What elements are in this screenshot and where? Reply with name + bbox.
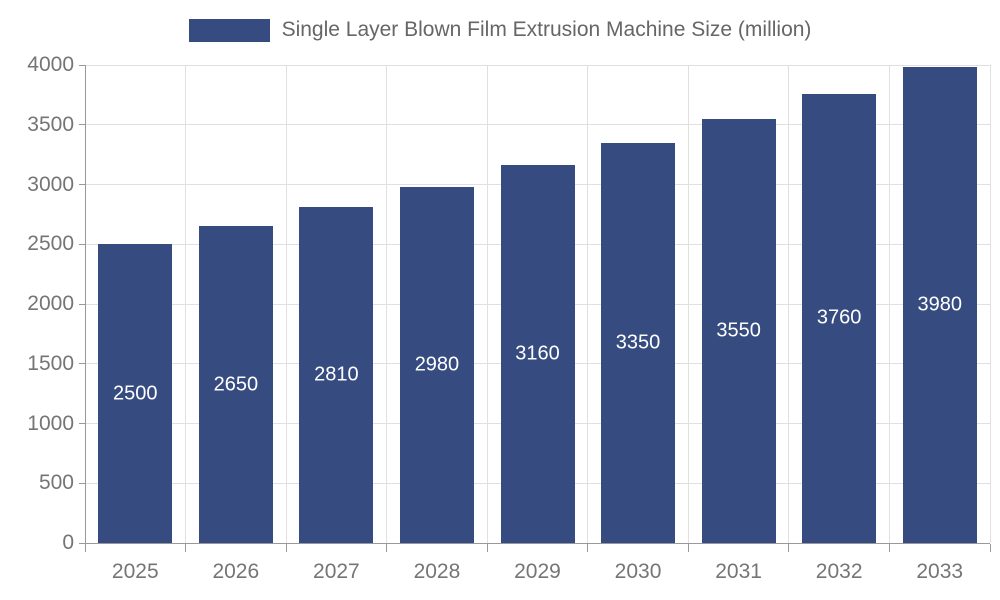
x-axis-label-2031: 2031 [715, 560, 762, 583]
x-axis-label-2029: 2029 [514, 560, 561, 583]
gridline-v-4 [486, 65, 488, 543]
y-axis-label-1500: 1500 [27, 351, 74, 375]
y-tick-2500 [79, 243, 85, 245]
y-tick-1000 [79, 423, 85, 424]
x-axis-label-2028: 2028 [413, 560, 461, 583]
x-tick-6 [687, 544, 689, 552]
y-axis-label-3000: 3000 [27, 172, 74, 196]
y-tick-4000 [79, 64, 85, 66]
x-axis-label-2025: 2025 [111, 560, 159, 583]
gridline-v-1 [185, 65, 187, 543]
chart-legend[interactable]: Single Layer Blown Film Extrusion Machin… [0, 18, 1000, 42]
x-tick-2 [285, 544, 287, 552]
bar-2032[interactable]: 3760 [802, 93, 877, 543]
gridline-v-8 [888, 65, 890, 543]
legend-swatch-icon [188, 18, 270, 42]
y-axis-label-0: 0 [62, 531, 74, 554]
x-tick-7 [788, 544, 790, 552]
gridline-h-4000 [85, 64, 990, 66]
gridline-v-5 [587, 65, 589, 543]
y-tick-3500 [79, 124, 85, 126]
gridline-h-3500 [85, 124, 990, 126]
bar-2026[interactable]: 2650 [198, 226, 273, 543]
x-tick-9 [989, 544, 991, 552]
gridline-v-6 [687, 65, 689, 543]
x-axis-label-2032: 2032 [815, 560, 863, 583]
x-axis-line [85, 543, 990, 544]
bar-value-label-2027: 2810 [314, 363, 359, 386]
x-axis-label-2027: 2027 [313, 560, 360, 583]
gridline-v-7 [788, 65, 790, 543]
gridline-v-2 [285, 65, 287, 543]
bar-2027[interactable]: 2810 [299, 207, 374, 543]
y-tick-3000 [79, 184, 85, 185]
bar-value-label-2031: 3550 [716, 319, 761, 342]
x-axis-label-2030: 2030 [614, 560, 662, 583]
bar-value-label-2030: 3350 [615, 331, 661, 354]
bar-2028[interactable]: 2980 [399, 186, 474, 543]
x-tick-8 [888, 544, 890, 552]
bar-2030[interactable]: 3350 [601, 142, 676, 543]
x-axis-label-2026: 2026 [212, 560, 260, 583]
bar-2025[interactable]: 2500 [98, 244, 173, 543]
y-tick-0 [79, 542, 85, 544]
y-axis-label-1000: 1000 [27, 411, 74, 435]
x-tick-4 [486, 544, 488, 552]
x-tick-1 [185, 544, 187, 552]
y-axis-label-500: 500 [38, 471, 74, 495]
bar-value-label-2028: 2980 [414, 353, 460, 376]
y-axis-label-4000: 4000 [27, 53, 74, 76]
y-tick-2000 [79, 303, 85, 305]
x-tick-5 [587, 544, 589, 552]
bar-2031[interactable]: 3550 [701, 118, 776, 543]
bar-value-label-2025: 2500 [113, 382, 158, 405]
y-axis-label-2000: 2000 [27, 292, 74, 315]
bar-2029[interactable]: 3160 [500, 165, 575, 543]
bar-value-label-2026: 2650 [213, 373, 259, 396]
bar-value-label-2033: 3980 [917, 293, 962, 316]
x-axis-label-2033: 2033 [916, 560, 964, 583]
gridline-v-9 [989, 65, 991, 543]
x-tick-0 [84, 544, 86, 552]
gridline-v-3 [386, 65, 388, 543]
bar-value-label-2029: 3160 [515, 342, 560, 365]
y-axis-label-3500: 3500 [27, 112, 74, 136]
x-tick-3 [386, 544, 388, 552]
bar-value-label-2032: 3760 [816, 306, 862, 329]
legend-label: Single Layer Blown Film Extrusion Machin… [281, 18, 812, 41]
y-axis-line [85, 65, 86, 543]
bar-2033[interactable]: 3980 [902, 67, 977, 543]
y-tick-500 [79, 482, 85, 484]
y-tick-1500 [79, 363, 85, 365]
y-axis-label-2500: 2500 [27, 232, 74, 256]
